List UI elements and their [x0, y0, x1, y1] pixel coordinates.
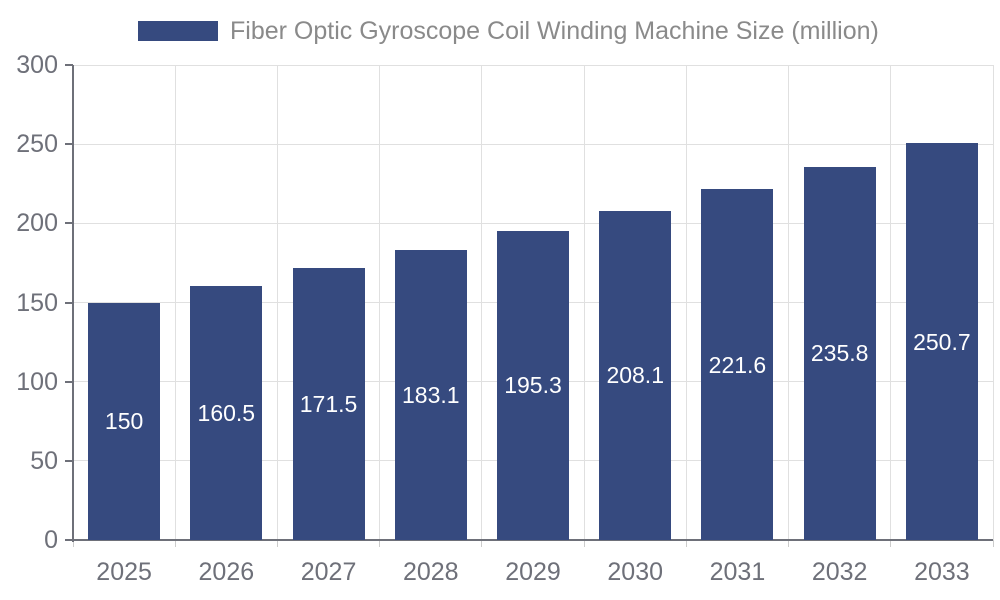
bar-value-label: 235.8 [810, 340, 869, 367]
x-tick-label: 2025 [96, 558, 152, 586]
y-axis-line [72, 65, 74, 542]
bar-value-label: 195.3 [504, 372, 562, 399]
y-axis-tick [65, 64, 73, 66]
x-gridline [685, 65, 687, 540]
legend-swatch [138, 21, 218, 41]
x-gridline [379, 65, 381, 540]
x-tick-label: 2027 [300, 558, 357, 586]
bar-2026[interactable] [190, 285, 263, 540]
bar-value-label: 183.1 [401, 382, 460, 409]
x-axis-tick [788, 540, 790, 547]
legend-label: Fiber Optic Gyroscope Coil Winding Machi… [230, 17, 879, 45]
bar-2027[interactable] [292, 268, 365, 540]
x-axis-tick [379, 540, 381, 547]
bar-2030[interactable] [599, 210, 672, 540]
x-axis-tick [174, 540, 176, 547]
y-tick-label: 150 [16, 288, 58, 317]
bar-value-label: 221.6 [708, 351, 767, 378]
x-axis-tick [481, 540, 483, 547]
x-gridline [992, 65, 994, 540]
x-tick-label: 2028 [402, 558, 459, 586]
y-axis-tick [65, 143, 73, 146]
bar-value-label: 208.1 [606, 362, 664, 389]
bar-value-label: 250.7 [913, 328, 971, 355]
bar-2032[interactable] [803, 166, 876, 540]
bar-2025[interactable] [88, 302, 161, 540]
bar-value-label: 160.5 [197, 399, 256, 426]
y-tick-label: 50 [30, 446, 58, 475]
bar-2033[interactable] [905, 143, 978, 540]
y-gridline [73, 64, 993, 66]
legend[interactable]: Fiber Optic Gyroscope Coil Winding Machi… [138, 16, 879, 46]
y-gridline [73, 143, 993, 145]
bar-value-label: 150 [104, 408, 144, 435]
x-tick-label: 2026 [198, 558, 255, 586]
x-gridline [481, 65, 483, 540]
y-gridline [73, 222, 993, 224]
y-axis-tick [65, 301, 73, 304]
bar-2028[interactable] [394, 250, 467, 540]
bar-2029[interactable] [497, 230, 569, 540]
x-axis-tick [583, 540, 585, 547]
x-axis-tick [72, 540, 74, 547]
x-tick-label: 2030 [607, 558, 664, 586]
y-axis-tick [65, 380, 73, 383]
y-axis-tick [65, 222, 73, 225]
x-gridline [583, 65, 585, 540]
x-gridline [890, 65, 892, 540]
y-tick-label: 0 [44, 526, 58, 554]
y-tick-label: 200 [16, 209, 58, 238]
y-tick-label: 250 [16, 130, 58, 159]
x-axis-tick [992, 540, 994, 547]
x-tick-label: 2032 [811, 558, 868, 586]
y-axis-tick [65, 459, 73, 462]
y-tick-label: 100 [16, 367, 58, 396]
y-tick-label: 300 [16, 51, 58, 79]
x-tick-label: 2033 [914, 558, 970, 586]
x-gridline [788, 65, 790, 540]
bar-2031[interactable] [701, 189, 774, 540]
x-axis-tick [276, 540, 278, 547]
x-tick-label: 2029 [505, 558, 561, 586]
x-axis-tick [685, 540, 687, 547]
x-axis-tick [890, 540, 892, 547]
x-gridline [276, 65, 278, 540]
x-tick-label: 2031 [709, 558, 766, 586]
x-axis-line [73, 539, 993, 541]
y-axis-tick [65, 539, 73, 541]
x-gridline [174, 65, 176, 540]
bar-value-label: 171.5 [299, 391, 358, 418]
